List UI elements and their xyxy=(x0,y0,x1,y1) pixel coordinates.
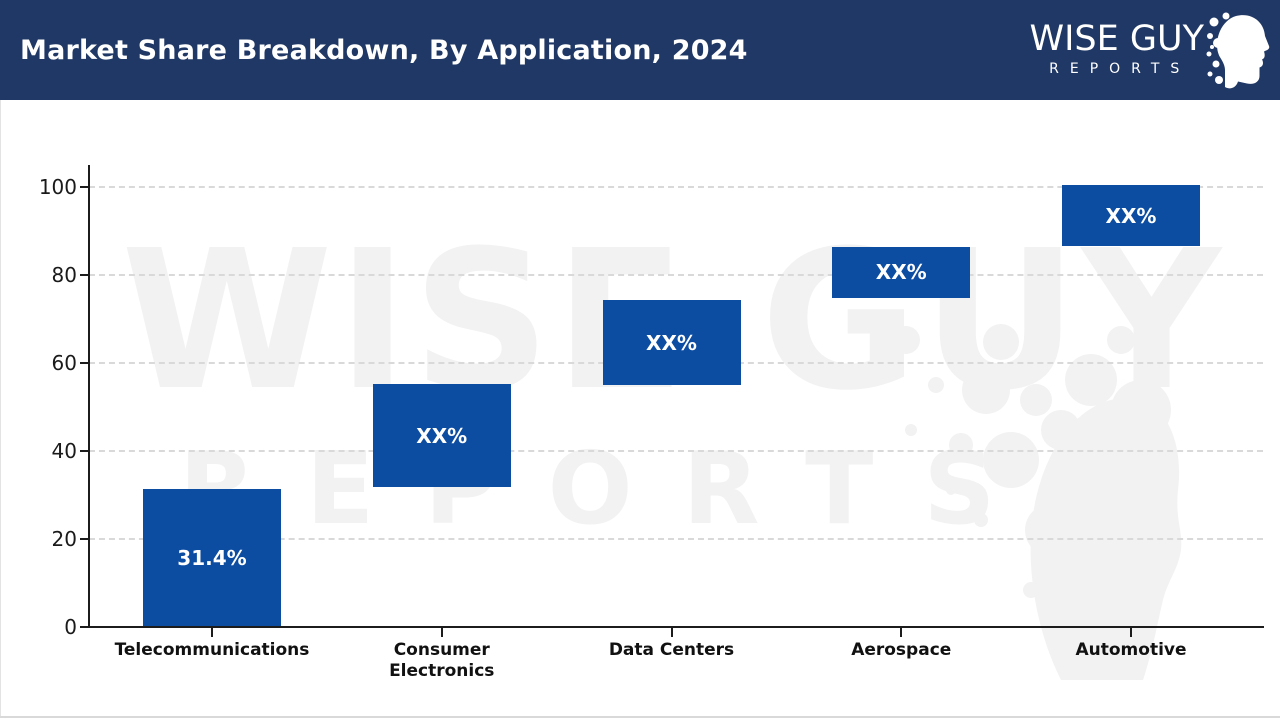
gridline-80 xyxy=(89,274,1263,276)
logo-subtext: REPORTS xyxy=(1049,61,1191,77)
bar-value-label: XX% xyxy=(416,423,468,448)
x-category-label: Aerospace xyxy=(851,640,952,660)
bar-data-centers xyxy=(602,300,741,385)
gridline-100 xyxy=(89,186,1263,188)
y-axis-line xyxy=(88,165,90,628)
y-tick-60 xyxy=(80,362,89,364)
page-title: Market Share Breakdown, By Application, … xyxy=(20,34,748,66)
bar-value-label: XX% xyxy=(1105,203,1157,228)
x-tick-1 xyxy=(440,628,443,637)
x-tick-3 xyxy=(900,628,903,637)
bar-value-label: 31.4% xyxy=(177,545,247,570)
y-tick-20 xyxy=(80,538,89,540)
chart-area: WISE GUY REPORTS 0 20 40 60 80 100 31.4% Teleco… xyxy=(0,100,1280,716)
y-tick-label-100: 100 xyxy=(38,175,77,199)
bar-automotive xyxy=(1062,185,1200,246)
logo-wordmark: WISE GUY xyxy=(1029,19,1204,59)
x-axis-line xyxy=(88,626,1264,628)
watermark-subtext: REPORTS xyxy=(179,430,1046,547)
x-category-label: Data Centers xyxy=(608,640,735,660)
header-bar: Market Share Breakdown, By Application, … xyxy=(0,0,1280,100)
gridline-20 xyxy=(89,538,1263,540)
y-tick-label-20: 20 xyxy=(51,527,77,551)
y-tick-40 xyxy=(80,450,89,452)
y-tick-80 xyxy=(80,274,89,276)
y-tick-label-60: 60 xyxy=(51,351,77,375)
y-tick-label-40: 40 xyxy=(51,439,77,463)
y-tick-0 xyxy=(80,626,89,628)
x-category-label: Automotive xyxy=(1075,640,1187,660)
bar-consumer-electronics xyxy=(372,384,511,488)
bar-aerospace xyxy=(832,246,971,298)
wise-guy-logo: WISE GUY REPORTS xyxy=(1022,8,1270,94)
logo-text: WISE GUY REPORTS xyxy=(1029,19,1204,78)
bar-value-label: XX% xyxy=(646,330,697,355)
bottom-divider xyxy=(0,716,1280,718)
x-tick-4 xyxy=(1130,628,1132,637)
y-tick-label-0: 0 xyxy=(64,615,77,639)
bar-telecommunications xyxy=(143,488,281,627)
logo-head-icon xyxy=(1206,12,1270,89)
x-category-label: Telecommunications xyxy=(114,640,310,660)
y-tick-label-80: 80 xyxy=(51,263,77,287)
x-tick-2 xyxy=(670,628,673,637)
x-category-label: Consumer Electronics xyxy=(389,640,495,682)
gridline-40 xyxy=(89,450,1263,452)
x-tick-0 xyxy=(211,628,213,637)
bar-value-label: XX% xyxy=(875,260,927,285)
y-tick-100 xyxy=(80,186,89,188)
